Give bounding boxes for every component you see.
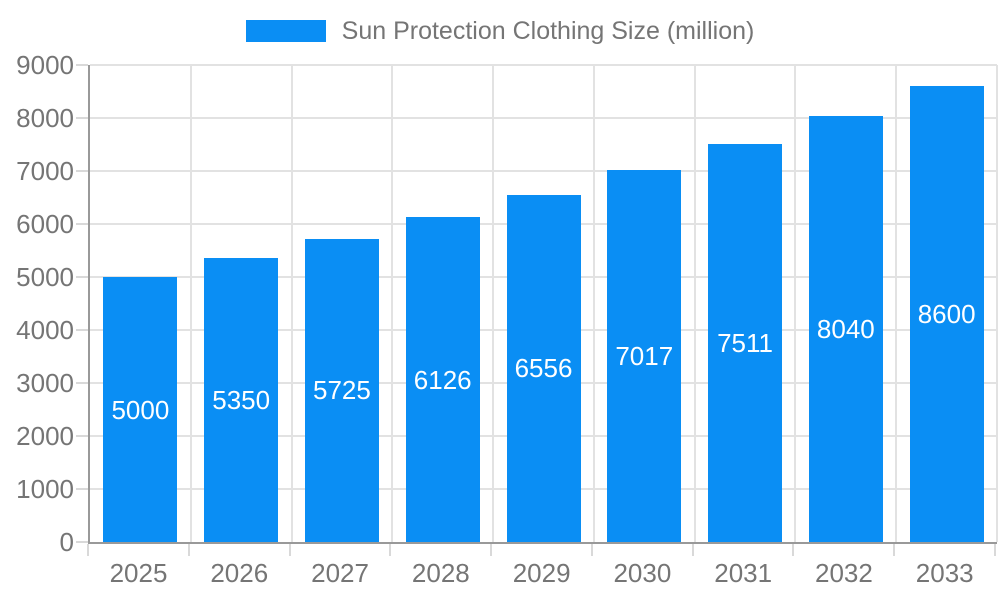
y-axis-tick: [76, 64, 88, 66]
x-axis-tick: [590, 544, 593, 556]
plot-area: 5000 5350 5725 6126 6556 7017 7511 8040 8600: [88, 64, 998, 544]
y-axis-tick: [76, 223, 88, 225]
x-axis-tick: [792, 544, 795, 556]
x-axis-tick: [389, 544, 392, 556]
y-axis-label: 3000: [16, 368, 74, 398]
x-axis-tick: [490, 544, 493, 556]
x-axis-tick: [187, 544, 190, 556]
bar-value-label: 7017: [615, 341, 674, 372]
y-axis-tick: [76, 329, 88, 331]
x-axis-label: 2025: [109, 558, 168, 588]
bar-2031: 7511: [708, 143, 783, 542]
bar-value-label: 5000: [111, 394, 170, 425]
y-axis-tick: [76, 170, 88, 172]
y-axis-tick: [76, 276, 88, 278]
v-gridline: [290, 65, 293, 542]
bar-2032: 8040: [808, 115, 883, 542]
y-axis-label: 2000: [16, 421, 74, 451]
bar-2030: 7017: [607, 170, 682, 542]
v-gridline: [492, 65, 495, 542]
v-gridline: [996, 65, 998, 542]
legend: Sun Protection Clothing Size (million): [0, 16, 1000, 46]
legend-swatch: [245, 20, 326, 42]
y-axis-label: 7000: [16, 156, 74, 186]
y-axis-label: 4000: [16, 315, 74, 345]
y-axis-tick: [76, 488, 88, 490]
bar-value-label: 5350: [212, 385, 271, 416]
y-axis-label: 0: [59, 527, 74, 557]
y-axis-label: 9000: [16, 50, 74, 80]
bar-value-label: 8040: [816, 313, 875, 344]
x-axis-label: 2030: [613, 558, 672, 588]
bar-value-label: 6126: [413, 364, 472, 395]
legend-label: Sun Protection Clothing Size (million): [341, 16, 755, 45]
x-axis-tick: [691, 544, 694, 556]
x-axis-tick: [87, 544, 89, 556]
y-axis-tick: [76, 117, 88, 119]
h-gridline: [90, 170, 997, 172]
y-axis-tick: [76, 382, 88, 384]
x-axis-label: 2032: [815, 558, 873, 588]
y-axis-label: 6000: [16, 209, 74, 239]
y-axis-label: 1000: [16, 474, 74, 504]
v-gridline: [693, 65, 696, 542]
bar-2028: 6126: [405, 217, 480, 542]
y-axis-tick: [76, 435, 88, 437]
x-axis-tick: [994, 544, 996, 556]
bar-2026: 5350: [204, 258, 279, 542]
bar-value-label: 6556: [514, 353, 573, 384]
h-gridline: [90, 64, 997, 66]
x-axis-label: 2026: [210, 558, 269, 588]
v-gridline: [189, 65, 192, 542]
x-axis-label: 2029: [512, 558, 571, 588]
v-gridline: [895, 65, 898, 542]
bar-2033: 8600: [909, 86, 984, 542]
bar-value-label: 5725: [313, 375, 371, 406]
bar-2029: 6556: [506, 194, 581, 542]
x-axis-label: 2033: [915, 558, 974, 588]
v-gridline: [794, 65, 797, 542]
bar-2025: 5000: [103, 277, 178, 542]
x-axis-label: 2031: [714, 558, 773, 588]
x-axis-label: 2027: [311, 558, 369, 588]
bar-value-label: 8600: [917, 299, 976, 330]
bar-2027: 5725: [304, 238, 379, 542]
v-gridline: [592, 65, 595, 542]
y-axis-label: 8000: [16, 103, 74, 133]
x-axis-tick: [893, 544, 896, 556]
x-axis-tick: [288, 544, 291, 556]
bar-value-label: 7511: [717, 327, 773, 358]
y-axis-tick: [76, 541, 88, 543]
v-gridline: [391, 65, 394, 542]
y-axis-label: 5000: [16, 262, 74, 292]
x-axis-label: 2028: [411, 558, 470, 588]
h-gridline: [90, 117, 997, 119]
